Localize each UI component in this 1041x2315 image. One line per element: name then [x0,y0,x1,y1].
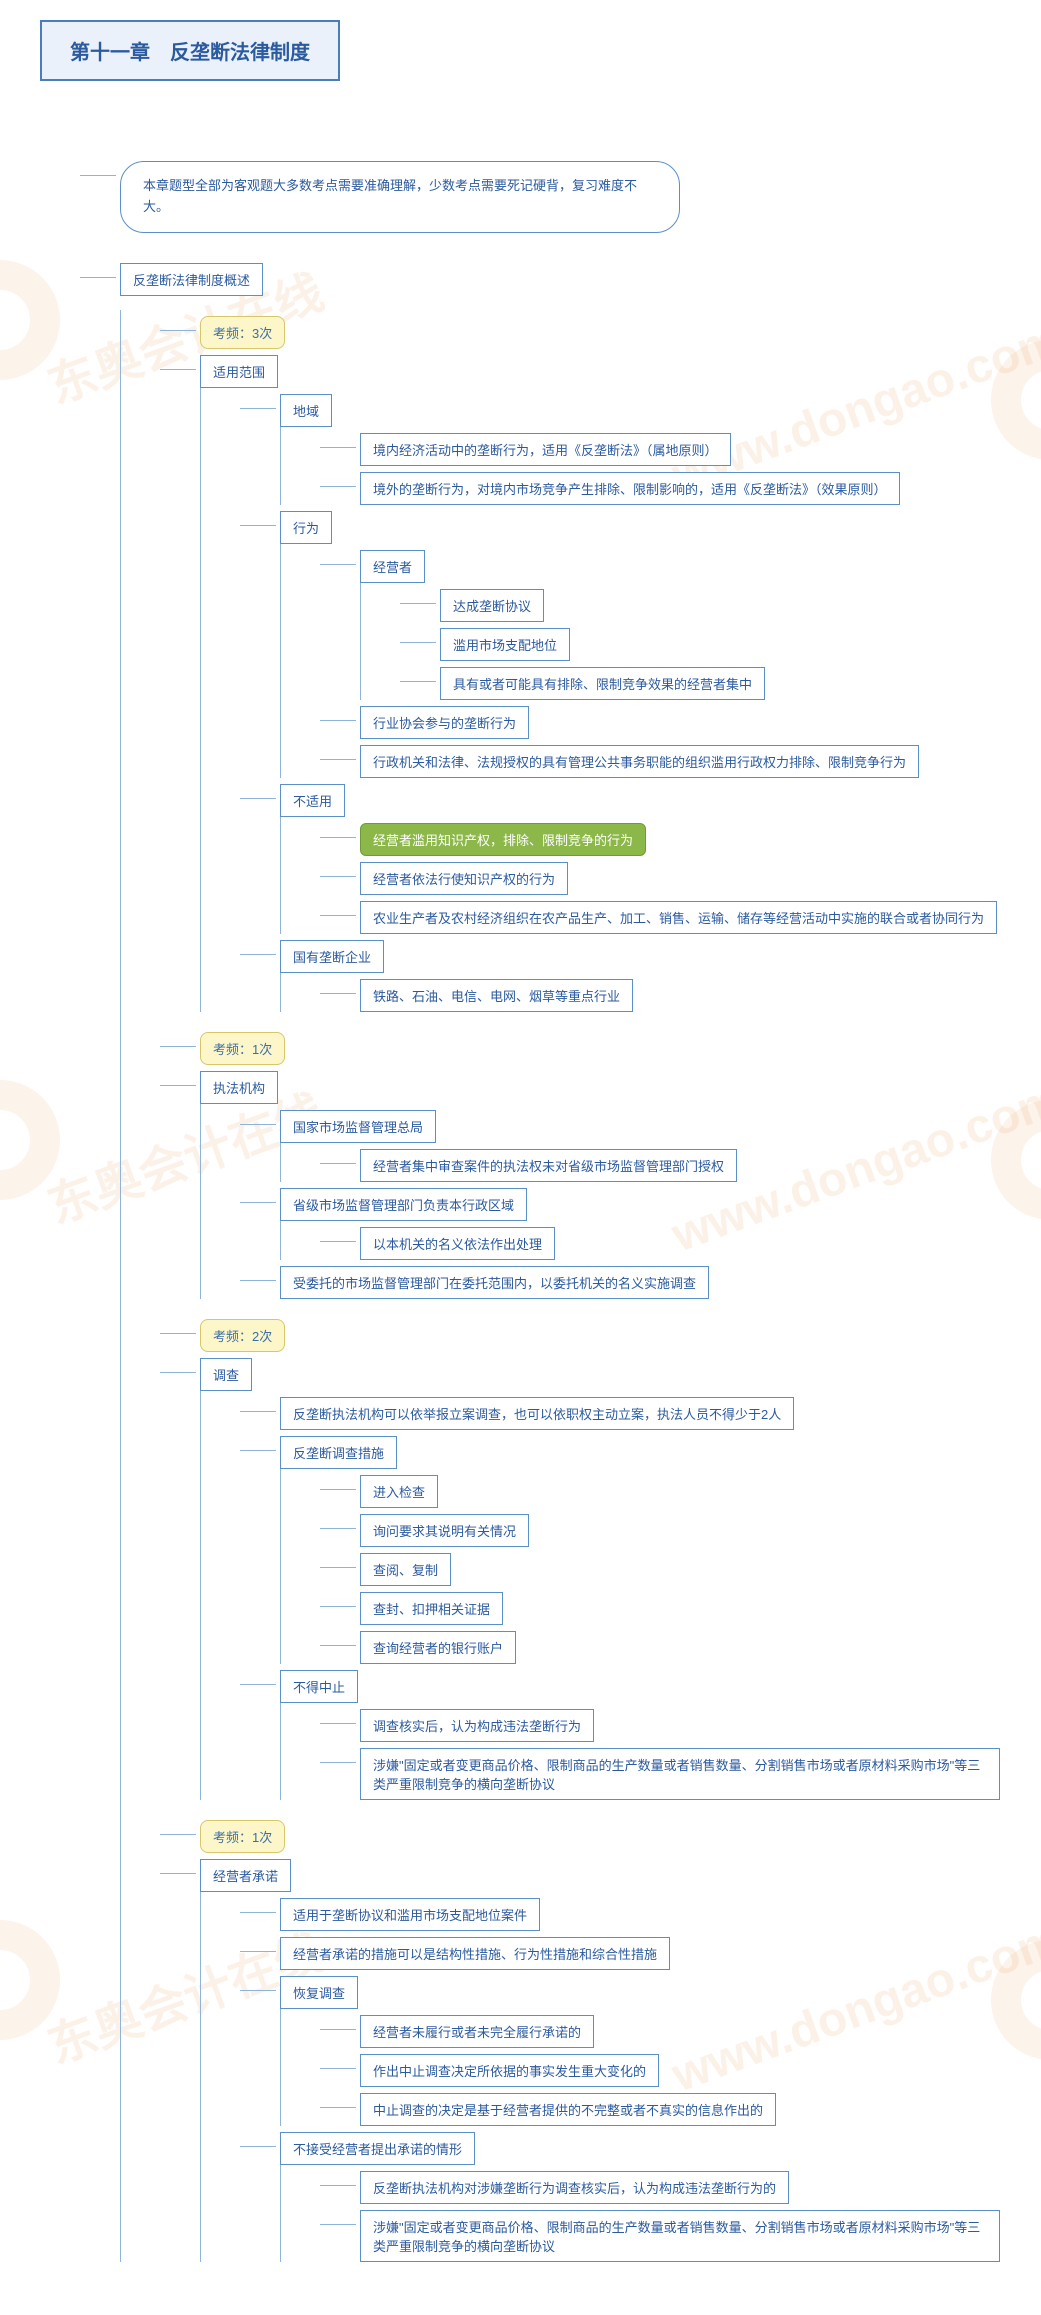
admin-node: 行政机关和法律、法规授权的具有管理公共事务职能的组织滥用行政权力排除、限制竞争行… [360,745,919,778]
op-item: 达成垄断协议 [440,589,544,622]
measures-node: 反垄断调查措施 [280,1436,397,1469]
chapter-title: 第十一章 反垄断法律制度 [40,20,340,81]
national-item: 经营者集中审查案件的执法权未对省级市场监督管理部门授权 [360,1149,737,1182]
commitment-node: 经营者承诺 [200,1859,291,1892]
entrusted-node: 受委托的市场监督管理部门在委托范围内，以委托机关的名义实施调查 [280,1266,709,1299]
resume-node: 恢复调查 [280,1976,358,2009]
op-item: 滥用市场支配地位 [440,628,570,661]
na-item: 农业生产者及农村经济组织在农产品生产、加工、销售、运输、储存等经营活动中实施的联… [360,901,997,934]
na-item: 经营者依法行使知识产权的行为 [360,862,568,895]
association-node: 行业协会参与的垄断行为 [360,706,529,739]
enforce-node: 执法机构 [200,1071,278,1104]
provincial-item: 以本机关的名义依法作出处理 [360,1227,555,1260]
inv-item: 反垄断执法机构可以依举报立案调查，也可以依职权主动立案，执法人员不得少于2人 [280,1397,794,1430]
m-item: 进入检查 [360,1475,438,1508]
op-item: 具有或者可能具有排除、限制竞争效果的经营者集中 [440,667,765,700]
m-item: 查阅、复制 [360,1553,451,1586]
green-highlight: 经营者滥用知识产权，排除、限制竞争的行为 [360,823,646,856]
no-suspend-node: 不得中止 [280,1670,358,1703]
c-item: 经营者承诺的措施可以是结构性措施、行为性措施和综合性措施 [280,1937,670,1970]
m-item: 询问要求其说明有关情况 [360,1514,529,1547]
intro-note: 本章题型全部为客观题大多数考点需要准确理解，少数考点需要死记硬背，复习难度不大。 [120,161,680,233]
region-item: 境内经济活动中的垄断行为，适用《反垄断法》（属地原则） [360,433,731,466]
r-item: 中止调查的决定是基于经营者提供的不完整或者不真实的信息作出的 [360,2093,776,2126]
freq-badge: 考频：2次 [200,1319,285,1352]
behavior-node: 行为 [280,511,332,544]
scope-node: 适用范围 [200,355,278,388]
freq-badge: 考频：3次 [200,316,285,349]
investigation-node: 调查 [200,1358,252,1391]
region-node: 地域 [280,394,332,427]
r-item: 作出中止调查决定所依据的事实发生重大变化的 [360,2054,659,2087]
reject-node: 不接受经营者提出承诺的情形 [280,2132,475,2165]
provincial-node: 省级市场监督管理部门负责本行政区域 [280,1188,527,1221]
rj-item: 反垄断执法机构对涉嫌垄断行为调查核实后，认为构成违法垄断行为的 [360,2171,789,2204]
national-node: 国家市场监督管理总局 [280,1110,436,1143]
not-apply-node: 不适用 [280,784,345,817]
m-item: 查询经营者的银行账户 [360,1631,516,1664]
region-item: 境外的垄断行为，对境内市场竞争产生排除、限制影响的，适用《反垄断法》（效果原则） [360,472,900,505]
r-item: 经营者未履行或者未完全履行承诺的 [360,2015,594,2048]
c-item: 适用于垄断协议和滥用市场支配地位案件 [280,1898,540,1931]
freq-badge: 考频：1次 [200,1820,285,1853]
soe-node: 国有垄断企业 [280,940,384,973]
ns-item: 调查核实后，认为构成违法垄断行为 [360,1709,594,1742]
rj-item: 涉嫌"固定或者变更商品价格、限制商品的生产数量或者销售数量、分割销售市场或者原材… [360,2210,1000,2262]
m-item: 查封、扣押相关证据 [360,1592,503,1625]
ns-item: 涉嫌"固定或者变更商品价格、限制商品的生产数量或者销售数量、分割销售市场或者原材… [360,1748,1000,1800]
operator-node: 经营者 [360,550,425,583]
soe-item: 铁路、石油、电信、电网、烟草等重点行业 [360,979,633,1012]
overview-node: 反垄断法律制度概述 [120,263,263,296]
freq-badge: 考频：1次 [200,1032,285,1065]
